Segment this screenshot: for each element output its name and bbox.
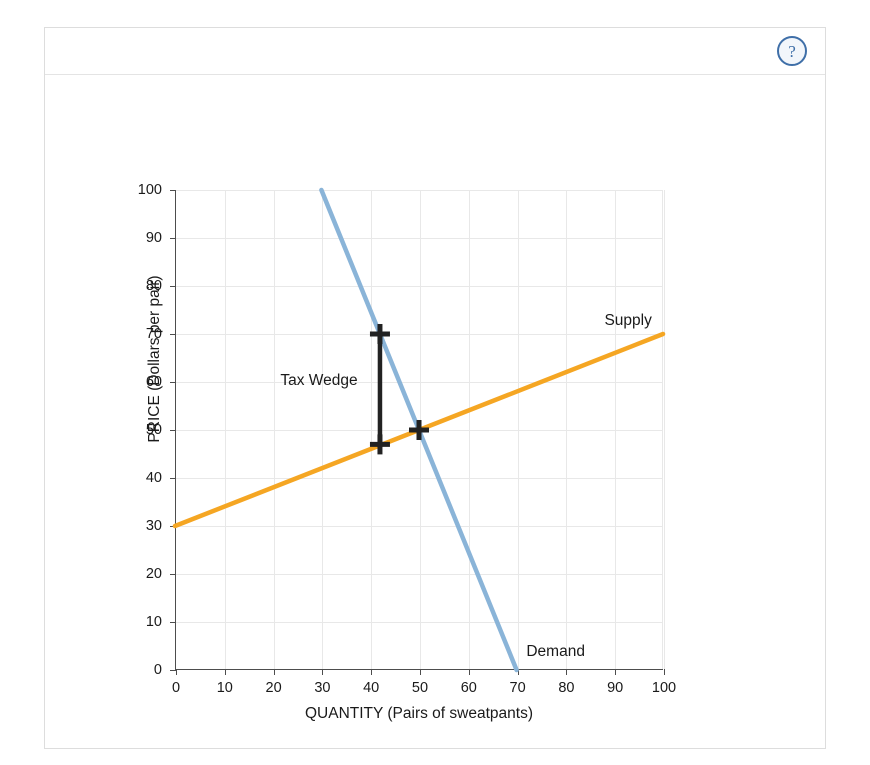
gridline-horizontal (176, 622, 663, 623)
y-tick (170, 670, 176, 671)
wedge-top-marker (369, 324, 390, 344)
chart-card: ? 0 10 20 30 40 50 60 70 80 90 100 0 10 20 30 40 50 60 70 8… (44, 27, 826, 749)
x-tick-label: 10 (216, 680, 233, 696)
x-tick (517, 669, 519, 675)
x-tick-label: 40 (363, 680, 380, 696)
x-tick-label: 50 (411, 680, 429, 696)
card-header: ? (45, 28, 825, 75)
x-tick-label: 100 (651, 680, 677, 696)
gridline-vertical (615, 190, 617, 669)
x-axis-title: QUANTITY (Pairs of sweatpants) (305, 705, 533, 722)
x-tick-label: 0 (171, 680, 181, 696)
chart-overlay (172, 187, 666, 673)
help-icon[interactable]: ? (777, 36, 807, 66)
y-tick (170, 382, 176, 383)
y-tick-label: 90 (145, 230, 162, 246)
gridline-horizontal (176, 238, 663, 239)
y-tick (170, 622, 176, 623)
gridline-horizontal (176, 334, 663, 335)
y-tick (170, 190, 176, 191)
x-tick (664, 669, 665, 675)
x-tick (224, 669, 226, 675)
y-tick (170, 334, 176, 335)
x-tick (273, 669, 275, 675)
y-tick-label: 50 (145, 422, 162, 438)
gridline-vertical (224, 190, 226, 669)
x-tick (615, 669, 617, 675)
tax-wedge-label: Tax Wedge (280, 372, 358, 389)
x-tick-label: 30 (314, 680, 331, 696)
series-label-supply: Supply (604, 312, 652, 329)
wedge-bottom-marker (369, 434, 390, 455)
gridline-vertical (371, 190, 373, 669)
gridline-horizontal (176, 286, 663, 287)
y-tick (170, 286, 176, 287)
x-tick-label: 90 (607, 680, 624, 696)
y-tick-label: 30 (145, 518, 162, 534)
y-tick-label: 20 (145, 566, 162, 582)
x-tick (371, 669, 373, 675)
x-tick (468, 669, 470, 675)
x-tick-label: 60 (460, 680, 477, 696)
plot-area: 0 10 20 30 40 50 60 70 80 90 100 0 10 20 30 40 50 60 70 80 9… (138, 182, 676, 696)
y-tick-label: 80 (145, 278, 162, 294)
gridline-horizontal (176, 478, 663, 479)
series-label-demand: Demand (526, 643, 585, 661)
y-tick (170, 238, 176, 239)
x-tick-label: 20 (265, 680, 282, 696)
gridline-vertical (664, 190, 665, 669)
x-tick-label: 70 (509, 680, 526, 696)
gridline-vertical (517, 190, 519, 669)
x-tick (566, 669, 568, 675)
y-tick-label: 100 (137, 182, 162, 198)
gridline-horizontal (176, 382, 663, 383)
gridline-horizontal (176, 526, 663, 527)
y-tick-label: 0 (153, 662, 162, 678)
x-tick-label: 80 (558, 680, 575, 696)
y-tick-label: 10 (145, 614, 162, 630)
y-tick-label: 40 (145, 470, 162, 486)
y-tick-label: 60 (145, 374, 162, 390)
equilibrium-marker (409, 420, 429, 440)
gridline-vertical (566, 190, 568, 669)
gridline-vertical (322, 190, 324, 669)
plot-frame-right (662, 190, 663, 669)
x-tick (322, 669, 324, 675)
x-tick (176, 669, 177, 675)
gridline-vertical (273, 190, 275, 669)
y-tick-label: 70 (145, 326, 162, 342)
plot-wrapper: 0 10 20 30 40 50 60 70 80 90 100 0 10 20 30 40 50 60 70 80 9… (45, 75, 825, 749)
y-tick (170, 478, 176, 479)
x-tick (420, 669, 421, 675)
y-tick (170, 574, 176, 575)
gridline-vertical (468, 190, 470, 669)
gridline-horizontal (176, 190, 663, 191)
y-tick (170, 430, 176, 431)
gridline-horizontal (176, 574, 663, 575)
